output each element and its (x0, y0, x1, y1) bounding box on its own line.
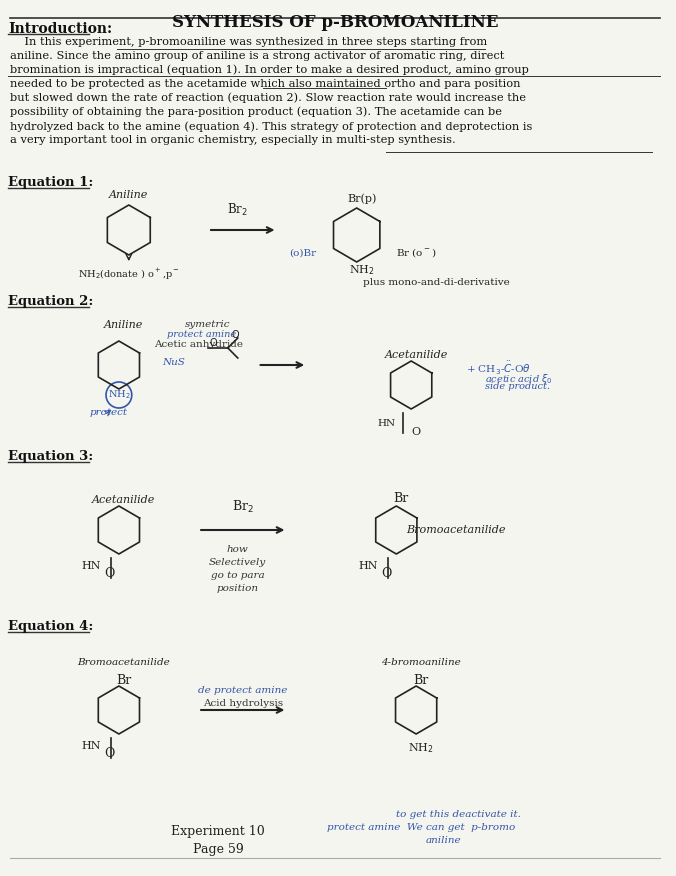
Text: Aniline: Aniline (104, 320, 143, 330)
Text: Equation 2:: Equation 2: (8, 295, 93, 308)
Text: Experiment 10
Page 59: Experiment 10 Page 59 (171, 825, 265, 856)
Text: HN: HN (81, 561, 101, 571)
Text: In this experiment, p-bromoaniline was synthesized in three steps starting from
: In this experiment, p-bromoaniline was s… (10, 37, 532, 145)
Text: SYNTHESIS OF p-BROMOANILINE: SYNTHESIS OF p-BROMOANILINE (172, 14, 498, 31)
Text: de protect amine: de protect amine (198, 686, 287, 695)
Text: (o)Br: (o)Br (289, 249, 316, 258)
Text: symetric: symetric (185, 320, 231, 329)
Text: Br: Br (414, 674, 429, 687)
Text: Br: Br (116, 674, 131, 687)
Text: Acid hydrolysis: Acid hydrolysis (203, 699, 283, 708)
Text: + CH$_3$-$\ddot{C}$-O$\theta$: + CH$_3$-$\ddot{C}$-O$\theta$ (466, 360, 531, 377)
Text: Acetanilide: Acetanilide (92, 495, 155, 505)
Text: Selectively: Selectively (209, 558, 266, 567)
Text: Br$_2$: Br$_2$ (227, 201, 248, 218)
Text: Equation 4:: Equation 4: (8, 620, 93, 633)
Text: O: O (104, 567, 114, 580)
Text: go to para: go to para (211, 571, 264, 580)
Text: side product.: side product. (485, 382, 550, 391)
Text: plus mono-and-di-derivative: plus mono-and-di-derivative (362, 278, 509, 287)
Text: protect amine.: protect amine. (167, 330, 239, 339)
Text: Br (o$^-$): Br (o$^-$) (395, 246, 437, 259)
Text: Br: Br (393, 492, 409, 505)
Text: NH$_2$: NH$_2$ (349, 263, 375, 277)
Text: O: O (381, 567, 391, 580)
Text: aniline: aniline (426, 836, 462, 845)
Text: Acetanilide: Acetanilide (385, 350, 448, 360)
Text: protect amine  We can get  p-bromo: protect amine We can get p-bromo (327, 823, 515, 832)
Text: Bromoacetanilide: Bromoacetanilide (78, 658, 170, 667)
Text: Br(p): Br(p) (347, 193, 377, 203)
Text: HN: HN (81, 741, 101, 751)
Text: NuS: NuS (162, 358, 185, 367)
Text: O: O (231, 330, 239, 340)
Text: NH$_2$: NH$_2$ (408, 741, 434, 755)
Text: NH$_2$: NH$_2$ (107, 389, 130, 401)
Text: Equation 3:: Equation 3: (8, 450, 93, 463)
Text: position: position (217, 584, 259, 593)
Text: 4-bromoaniline: 4-bromoaniline (381, 658, 461, 667)
Text: Equation 1:: Equation 1: (8, 176, 93, 189)
Text: NH$_2$(donate ) o$^+$,p$^-$: NH$_2$(donate ) o$^+$,p$^-$ (78, 267, 180, 282)
Text: O: O (209, 338, 217, 348)
Text: acetic acid $\xi_0$: acetic acid $\xi_0$ (485, 372, 553, 386)
Text: O: O (412, 427, 420, 437)
Text: HN: HN (377, 419, 395, 427)
Text: O: O (104, 747, 114, 760)
Text: Introduction:: Introduction: (8, 22, 112, 36)
Text: HN: HN (359, 561, 379, 571)
Text: Aniline: Aniline (109, 190, 149, 200)
Text: how: how (227, 545, 249, 554)
Text: Bromoacetanilide: Bromoacetanilide (406, 525, 506, 535)
Text: protect: protect (90, 408, 128, 417)
Text: to get this deactivate it.: to get this deactivate it. (396, 810, 521, 819)
Text: Acetic anhydride: Acetic anhydride (153, 340, 243, 349)
Text: Br$_2$: Br$_2$ (232, 499, 254, 515)
